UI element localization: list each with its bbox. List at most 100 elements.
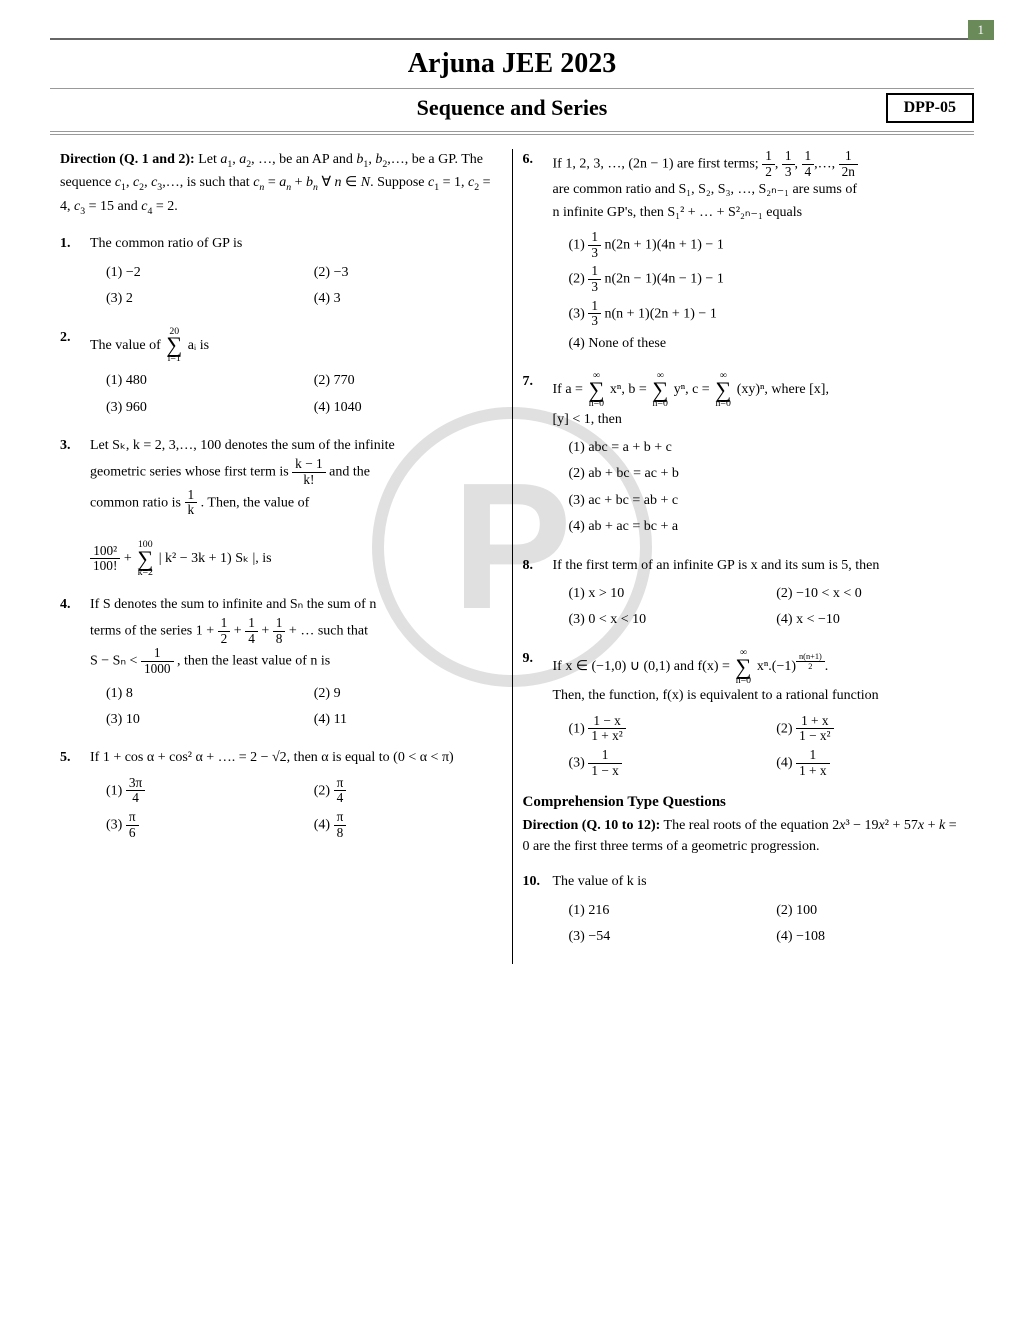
q7-s1b: xⁿ, b = (610, 382, 650, 397)
q2-prefix: The value of (90, 338, 164, 353)
q7-opt3: (3) ac + bc = ab + c (569, 490, 965, 512)
page-number: 1 (968, 20, 995, 40)
q3-plus: + (124, 551, 135, 566)
frac-d: 1 − x (588, 764, 621, 779)
q9-dot: . (825, 659, 829, 674)
frac-n: 1 (588, 299, 601, 315)
q7-opt4: (4) ab + ac = bc + a (569, 516, 965, 538)
question-9: 9. If x ∈ (−1,0) ∪ (0,1) and f(x) = ∞∑n=… (523, 648, 965, 778)
q5-opt3: (3) π6 (106, 810, 294, 840)
opt-label: (1) (569, 721, 589, 736)
q1-num: 1. (60, 233, 90, 310)
rule-mid2 (50, 131, 974, 132)
q9-opt1: (1) 1 − x1 + x² (569, 714, 757, 744)
q7-num: 7. (523, 371, 553, 538)
frac-n: 1 (802, 149, 815, 165)
q3-sum: 100 ∑ k=2 (137, 540, 153, 578)
frac-n: 1 (273, 616, 286, 632)
q4-f1: 12 (218, 616, 231, 646)
opt-label: (3) (569, 755, 589, 770)
q6-f1: 12 (762, 149, 775, 179)
frac-d: 4 (334, 791, 347, 806)
question-4: 4. If S denotes the sum to infinite and … (60, 594, 502, 732)
opt-body: n(n + 1)(2n + 1) − 1 (601, 306, 717, 321)
sum-bot: k=2 (137, 568, 153, 578)
question-7: 7. If a = ∞∑n=0 xⁿ, b = ∞∑n=0 yⁿ, c = ∞∑… (523, 371, 965, 538)
sigma-icon: ∑ (588, 381, 604, 399)
frac-d: 8 (334, 826, 347, 841)
rule-top (50, 38, 974, 40)
q10-opt2: (2) 100 (776, 900, 964, 922)
frac-d: 4 (126, 791, 145, 806)
q10-opt3: (3) −54 (569, 926, 757, 948)
q9-num: 9. (523, 648, 553, 778)
frac-d: 2 (762, 165, 775, 180)
q8-text: If the first term of an infinite GP is x… (553, 558, 880, 573)
sigma-icon: ∑ (137, 550, 153, 568)
dpp-badge: DPP-05 (886, 93, 974, 123)
q2-body: aᵢ is (188, 338, 209, 353)
question-5: 5. If 1 + cos α + cos² α + …. = 2 − √2, … (60, 747, 502, 840)
q4-f3: 18 (273, 616, 286, 646)
frac-n: 1 (762, 149, 775, 165)
opt-label: (2) (776, 721, 796, 736)
q3-num: 3. (60, 435, 90, 578)
q6-opt2: (2) 13 n(2n − 1)(4n − 1) − 1 (569, 264, 965, 294)
right-column: 6. If 1, 2, 3, …, (2n − 1) are first ter… (513, 149, 975, 964)
opt-label: (3) (569, 306, 589, 321)
direction-10-12: Direction (Q. 10 to 12): The real roots … (523, 815, 965, 857)
q8-num: 8. (523, 555, 553, 632)
frac-d: k (185, 503, 198, 518)
q1-opt1: (1) −2 (106, 262, 294, 284)
frac-d: 3 (588, 314, 601, 329)
frac-n: 1 (796, 748, 829, 764)
q3-l1b: geometric series whose first term is (90, 465, 292, 480)
opt-label: (2) (314, 783, 334, 798)
frac-n: 1 (782, 149, 795, 165)
frac-n: 1 − x (588, 714, 625, 730)
q8-opt4: (4) x < −10 (776, 609, 964, 631)
q1-opt3: (3) 2 (106, 288, 294, 310)
q10-opt4: (4) −108 (776, 926, 964, 948)
q5-opt2: (2) π4 (314, 776, 502, 806)
opt-body: n(2n + 1)(4n + 1) − 1 (601, 237, 724, 252)
q3-l2b: . Then, the value of (201, 495, 310, 510)
question-6: 6. If 1, 2, 3, …, (2n − 1) are first ter… (523, 149, 965, 355)
q5-opt1: (1) 3π4 (106, 776, 294, 806)
q9-sb: xⁿ.(−1) (757, 659, 796, 674)
question-8: 8. If the first term of an infinite GP i… (523, 555, 965, 632)
frac-n: 1 + x (796, 714, 833, 730)
frac-n: π (334, 810, 347, 826)
rule-mid3 (50, 134, 974, 135)
rule-mid1 (50, 88, 974, 89)
q4-f4: 11000 (141, 646, 174, 676)
q5-num: 5. (60, 747, 90, 840)
q6-opt4: (4) None of these (569, 333, 965, 355)
q10-opt1: (1) 216 (569, 900, 757, 922)
q7-s3b: (xy)ⁿ, where [x], (737, 382, 829, 397)
frac-d: 4 (802, 165, 815, 180)
q3-frac2: 1k (185, 488, 198, 518)
frac-n: 100² (90, 544, 120, 560)
question-3: 3. Let Sₖ, k = 2, 3,…, 100 denotes the s… (60, 435, 502, 578)
q7-l2: [y] < 1, then (553, 412, 622, 427)
q1-opt2: (2) −3 (314, 262, 502, 284)
q9-opt4: (4) 11 + x (776, 748, 964, 778)
q6-f2: 13 (782, 149, 795, 179)
q2-num: 2. (60, 327, 90, 419)
frac-n: 1 (218, 616, 231, 632)
sum-bot: n=0 (715, 399, 731, 409)
opt-label: (3) (106, 817, 126, 832)
frac-n: 1 (839, 149, 858, 165)
q1-opt4: (4) 3 (314, 288, 502, 310)
q4-l3b: , then the least value of n is (177, 654, 330, 669)
q6-opt3: (3) 13 n(n + 1)(2n + 1) − 1 (569, 299, 965, 329)
sigma-icon: ∑ (715, 381, 731, 399)
q6-l1a: If 1, 2, 3, …, (2n − 1) are first terms; (553, 156, 763, 171)
q4-opt1: (1) 8 (106, 683, 294, 705)
frac-n: π (126, 810, 139, 826)
frac-d: 1 − x² (796, 729, 833, 744)
sigma-icon: ∑ (652, 381, 668, 399)
sum-bot: n=0 (652, 399, 668, 409)
page-title: Arjuna JEE 2023 (50, 48, 974, 80)
